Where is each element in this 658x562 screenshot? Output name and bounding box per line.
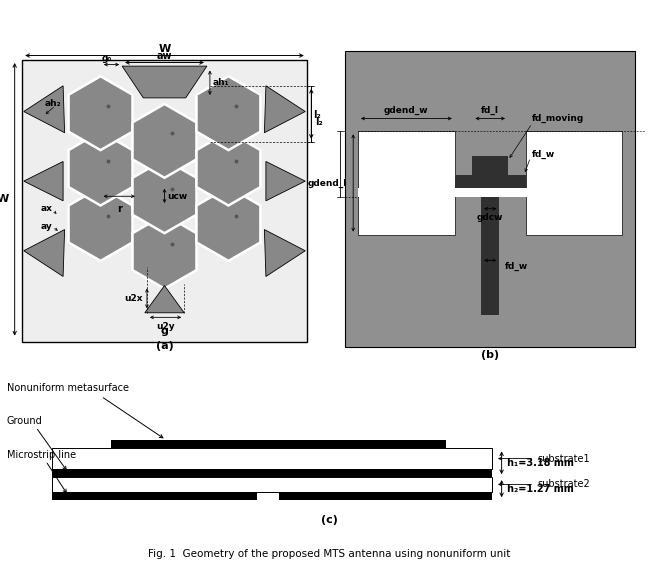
Text: ah₂: ah₂ — [45, 99, 62, 108]
Text: g₀: g₀ — [102, 54, 112, 63]
Text: Fig. 1  Geometry of the proposed MTS antenna using nonuniform unit: Fig. 1 Geometry of the proposed MTS ante… — [148, 549, 510, 559]
Polygon shape — [24, 161, 63, 201]
Polygon shape — [265, 86, 305, 133]
Polygon shape — [132, 160, 197, 233]
Text: substrate2: substrate2 — [538, 479, 590, 490]
Bar — [52, 448, 492, 469]
Text: h₂=1.27 mm: h₂=1.27 mm — [507, 484, 573, 493]
Bar — [358, 132, 455, 234]
Bar — [52, 492, 257, 500]
Bar — [111, 440, 446, 448]
Bar — [358, 188, 622, 197]
Text: l₂: l₂ — [315, 117, 322, 126]
Text: ay: ay — [40, 222, 52, 231]
Text: u2y: u2y — [157, 322, 175, 331]
Polygon shape — [132, 215, 197, 288]
Polygon shape — [24, 86, 64, 133]
Text: ah₁: ah₁ — [213, 78, 230, 87]
Polygon shape — [197, 187, 261, 261]
Polygon shape — [24, 229, 64, 277]
Text: Microstrip line: Microstrip line — [7, 450, 76, 460]
Text: gdcw: gdcw — [477, 212, 503, 221]
Text: substrate1: substrate1 — [538, 454, 590, 464]
Bar — [526, 132, 622, 234]
Polygon shape — [132, 104, 197, 178]
Polygon shape — [68, 76, 132, 150]
Text: (c): (c) — [320, 515, 338, 525]
Text: fd_moving: fd_moving — [532, 114, 584, 123]
Text: u2x: u2x — [124, 294, 143, 303]
Polygon shape — [266, 161, 305, 201]
Text: aw: aw — [157, 51, 172, 61]
Text: ax: ax — [40, 204, 52, 213]
Polygon shape — [197, 76, 261, 150]
Polygon shape — [68, 187, 132, 261]
Text: l₂: l₂ — [313, 110, 321, 120]
Bar — [481, 188, 499, 315]
Polygon shape — [68, 132, 132, 206]
Text: (b): (b) — [481, 350, 499, 360]
Bar — [358, 188, 622, 197]
Polygon shape — [197, 132, 261, 206]
Bar — [52, 469, 492, 477]
Text: g: g — [161, 326, 168, 336]
Bar — [278, 492, 492, 500]
Text: r: r — [116, 204, 122, 214]
Text: h₁=3.18 mm: h₁=3.18 mm — [507, 458, 573, 468]
Bar — [52, 477, 492, 492]
Text: fd_w: fd_w — [532, 149, 555, 158]
Text: Ground: Ground — [7, 416, 42, 427]
Text: fd_l: fd_l — [481, 106, 499, 115]
Polygon shape — [145, 285, 184, 313]
Text: gdend_l: gdend_l — [307, 178, 347, 188]
Bar — [472, 156, 508, 175]
Text: ucw: ucw — [168, 192, 188, 201]
Bar — [455, 175, 526, 188]
Text: W: W — [159, 44, 170, 54]
Text: gdend_w: gdend_w — [384, 106, 429, 115]
Polygon shape — [122, 66, 207, 98]
Text: fd_w: fd_w — [505, 262, 528, 271]
Text: (a): (a) — [156, 341, 173, 351]
Text: W: W — [0, 194, 9, 205]
Text: Nonuniform metasurface: Nonuniform metasurface — [7, 383, 128, 393]
Polygon shape — [265, 229, 305, 277]
